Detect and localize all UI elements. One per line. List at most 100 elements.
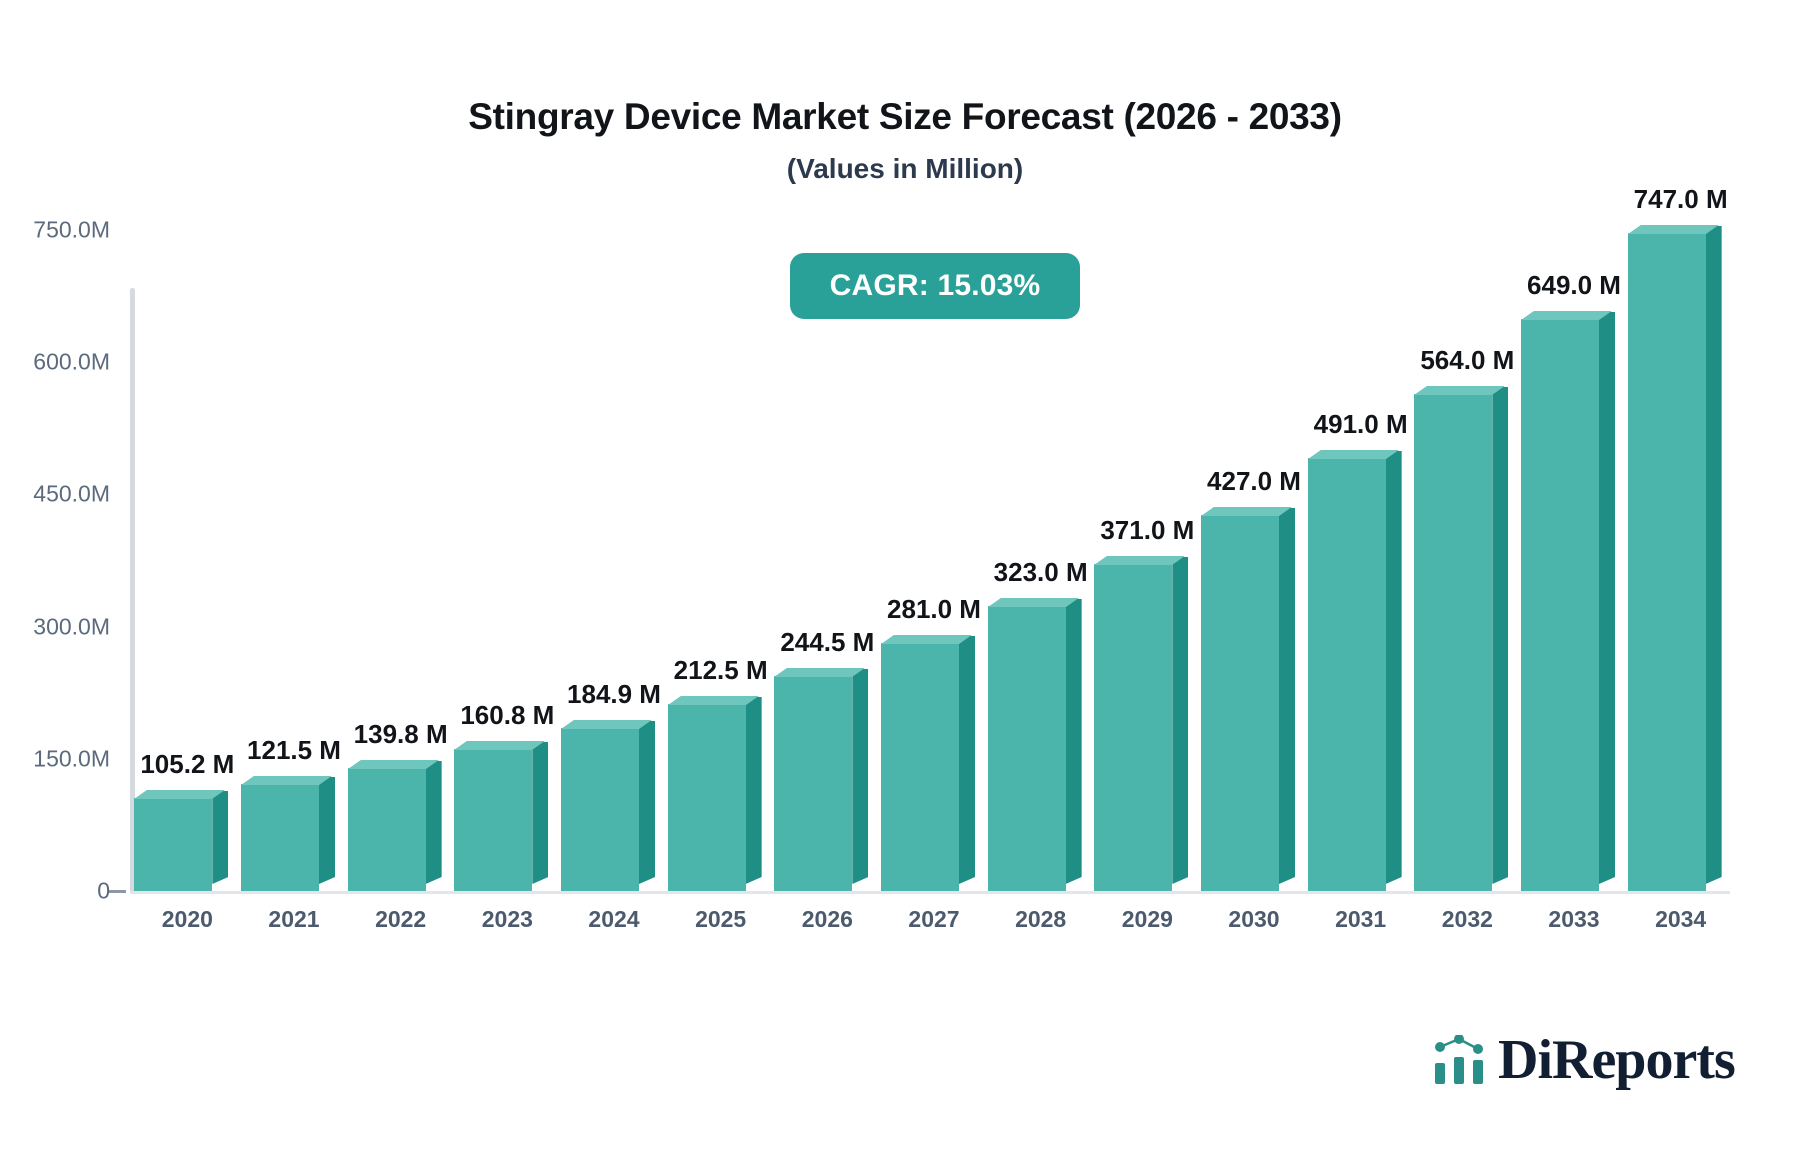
y-axis-tick-label: 300.0M (33, 613, 110, 640)
bar[interactable] (1201, 506, 1279, 891)
bar-slot: 212.5 M (667, 230, 774, 891)
bar-value-label: 139.8 M (353, 718, 448, 749)
bar-slot: 160.8 M (454, 230, 560, 891)
bar-front-face (1094, 564, 1173, 891)
bar-value-label: 121.5 M (247, 734, 341, 765)
bar-side-face (212, 791, 228, 884)
bar-top-face (774, 667, 866, 677)
bar-top-face (241, 775, 332, 785)
bar-side-face (1066, 599, 1082, 884)
x-axis-tick-label: 2022 (375, 906, 427, 932)
bar-front-face (241, 783, 319, 891)
y-axis-tick-label: 600.0M (33, 348, 110, 375)
bar[interactable] (667, 695, 746, 891)
bar[interactable] (1307, 450, 1386, 891)
bar-slot: 139.8 M (347, 230, 454, 891)
bar-side-face (746, 697, 762, 884)
bar-front-face (1521, 319, 1599, 891)
x-axis-tick-label: 2029 (1121, 906, 1173, 932)
bar-slot: 323.0 M (987, 230, 1094, 891)
bar-top-face (134, 790, 226, 800)
x-axis-tick-label: 2026 (801, 906, 853, 932)
bar-top-face (1307, 450, 1399, 460)
x-axis-tick-label: 2034 (1655, 906, 1707, 932)
bar-slot: 105.2 M (134, 230, 240, 891)
bar-slot: 121.5 M (241, 230, 347, 891)
bar-slot: 371.0 M (1094, 230, 1200, 891)
y-axis-tick-label: 150.0M (33, 745, 110, 772)
bar-slot: 184.9 M (561, 230, 667, 891)
bar-front-face (987, 606, 1066, 891)
bar[interactable] (1627, 224, 1706, 891)
bar-side-face (426, 761, 442, 884)
y-axis-tick-label: 750.0M (33, 216, 110, 243)
bar-slot: 244.5 M (774, 230, 880, 891)
bar[interactable] (1094, 556, 1173, 891)
bar[interactable] (454, 741, 533, 891)
x-axis-tick-label: 2024 (588, 906, 640, 932)
bar-slot: 281.0 M (881, 230, 987, 891)
bar-front-face (774, 675, 853, 891)
bar-front-face (454, 749, 533, 891)
x-axis-tick-label: 2027 (908, 906, 960, 932)
bar[interactable] (134, 790, 212, 891)
bar-slot: 427.0 M (1201, 230, 1307, 891)
x-axis-tick-label: 2031 (1335, 906, 1387, 932)
chart-subtitle: (Values in Million) (786, 153, 1024, 185)
bar-top-face (881, 635, 972, 645)
bar-side-face (1279, 508, 1295, 884)
bar-front-face (881, 643, 959, 891)
bar-top-face (454, 741, 546, 751)
bar[interactable] (881, 635, 959, 891)
bar-side-face (959, 636, 975, 884)
x-axis-tick-label: 2023 (481, 906, 533, 932)
bar-front-face (347, 767, 426, 891)
bar-front-face (1201, 514, 1279, 891)
bar-side-face (852, 669, 868, 884)
bar-top-face (1627, 224, 1719, 234)
bar[interactable] (347, 759, 426, 891)
bar-value-label: 649.0 M (1527, 270, 1621, 301)
x-axis-tick-label: 2032 (1441, 906, 1493, 932)
y-axis-line (130, 288, 135, 893)
bar-value-label: 105.2 M (140, 749, 235, 780)
bar-value-label: 371.0 M (1100, 515, 1195, 546)
bar-side-face (639, 721, 655, 884)
bar-value-label: 427.0 M (1207, 465, 1301, 496)
page-title: Stingray Device Market Size Forecast (20… (468, 96, 1342, 137)
y-axis-tick-label: 450.0M (33, 480, 110, 507)
x-axis-tick-label: 2028 (1015, 906, 1067, 932)
bar-side-face (1172, 557, 1188, 884)
x-axis-line (130, 891, 1730, 894)
bar-slot: 564.0 M (1414, 230, 1520, 891)
bar-slot: 491.0 M (1307, 230, 1414, 891)
bar[interactable] (1521, 311, 1599, 891)
bar-value-label: 747.0 M (1633, 183, 1728, 214)
bar-side-face (532, 742, 548, 884)
bar-value-label: 244.5 M (780, 626, 875, 657)
bar-side-face (1492, 387, 1508, 884)
bar-side-face (1599, 312, 1615, 884)
x-axis-tick-label: 2021 (268, 906, 320, 932)
bar-slot: 649.0 M (1521, 230, 1627, 891)
y-axis-zero-tick-mark (108, 890, 126, 893)
bar-front-face (1414, 393, 1493, 891)
bar-side-face (1706, 226, 1722, 884)
bar-top-face (1201, 506, 1292, 516)
x-axis-tick-label: 2020 (161, 906, 213, 932)
bar[interactable] (987, 598, 1066, 891)
bar[interactable] (774, 667, 853, 891)
bar-front-face (561, 728, 639, 891)
bar-side-face (319, 777, 335, 884)
x-axis-tick-label: 2033 (1548, 906, 1600, 932)
bar[interactable] (561, 720, 639, 891)
bar-value-label: 160.8 M (460, 700, 555, 731)
bar-front-face (1627, 232, 1706, 891)
bar[interactable] (1414, 385, 1493, 891)
bar-value-label: 491.0 M (1313, 409, 1408, 440)
bar[interactable] (241, 775, 319, 891)
logo-text: DiReports (1498, 1029, 1736, 1091)
bar-value-label: 212.5 M (673, 654, 768, 685)
y-axis-tick-label: 0 (97, 877, 110, 904)
